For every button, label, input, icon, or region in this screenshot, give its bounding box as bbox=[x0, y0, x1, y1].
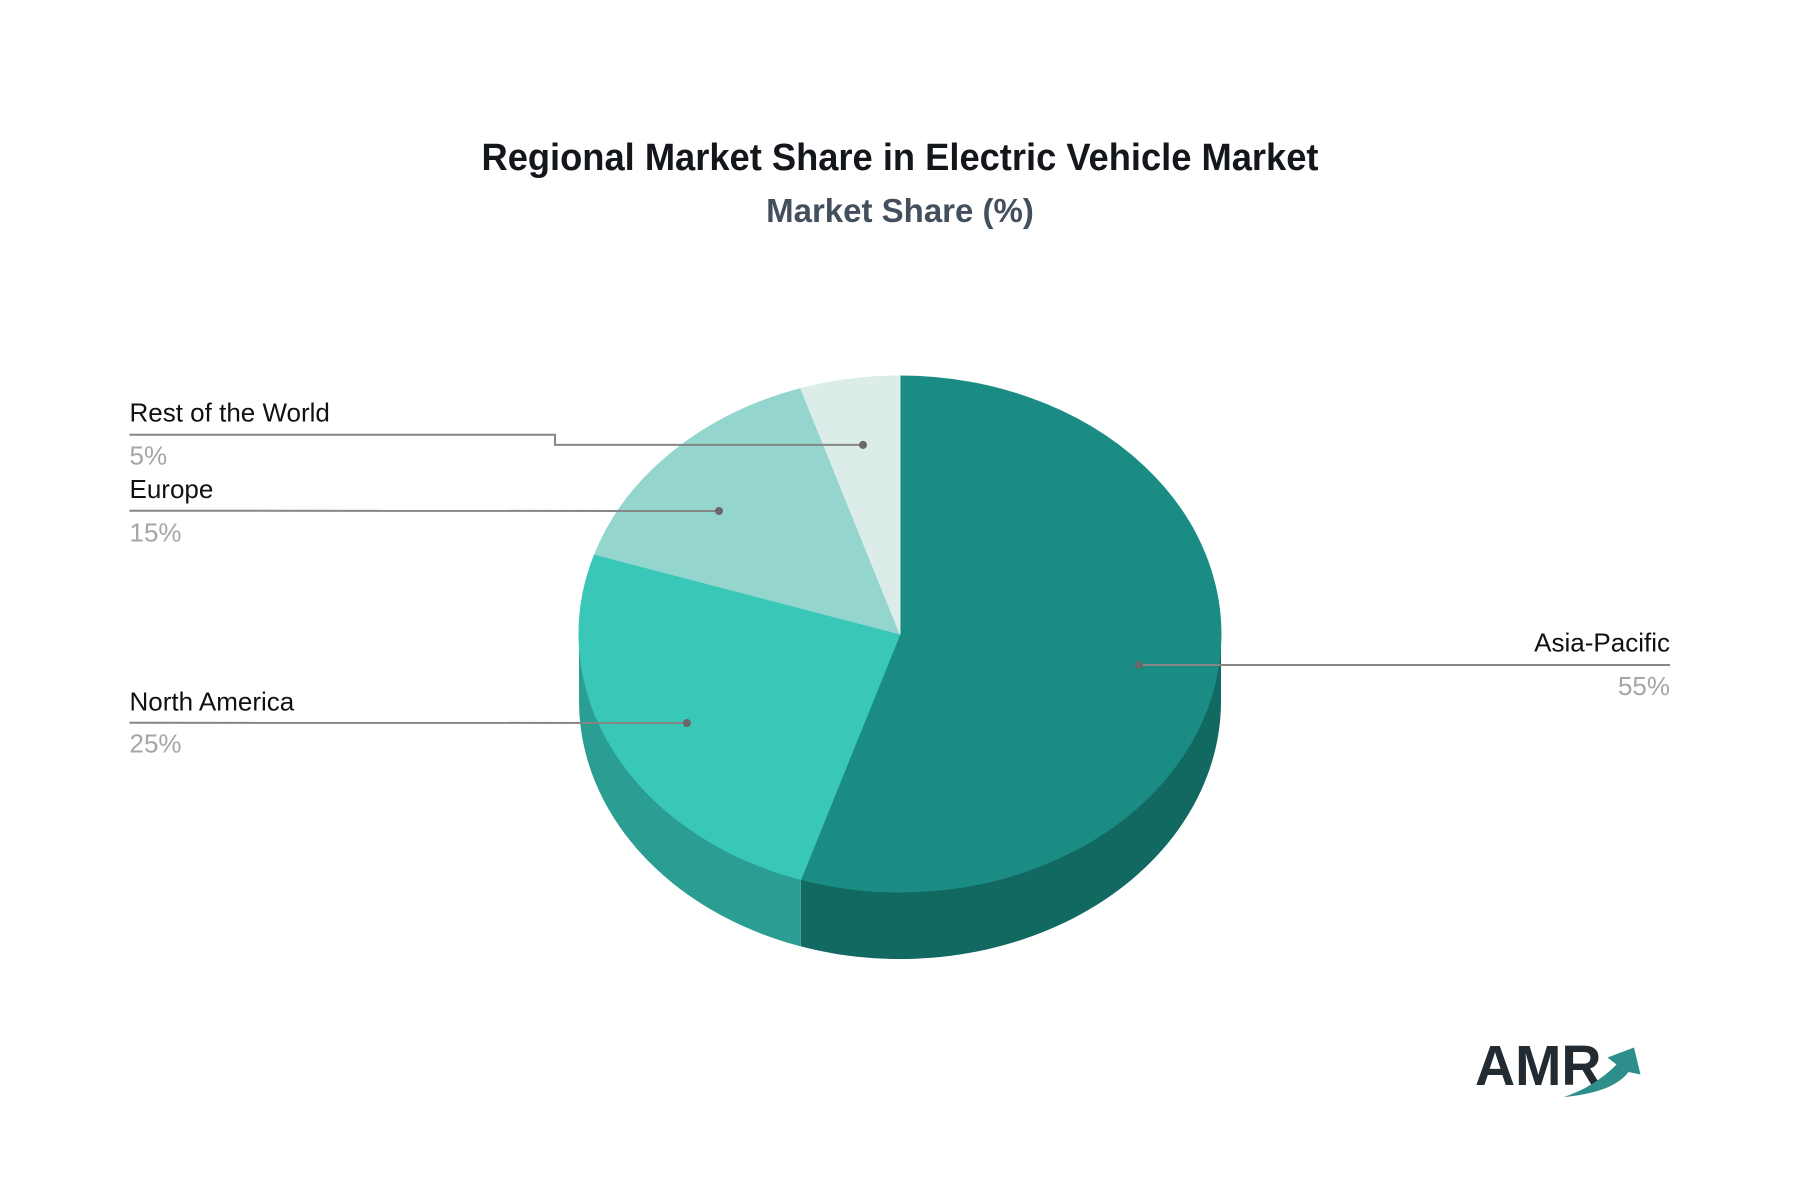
svg-text:North America: North America bbox=[130, 687, 295, 717]
svg-text:15%: 15% bbox=[130, 518, 182, 548]
svg-text:AMR: AMR bbox=[1475, 1034, 1602, 1098]
svg-text:Market Share (%): Market Share (%) bbox=[766, 192, 1034, 229]
svg-text:55%: 55% bbox=[1618, 671, 1670, 701]
svg-text:Rest of the World: Rest of the World bbox=[130, 398, 330, 428]
svg-text:Regional Market Share in Elect: Regional Market Share in Electric Vehicl… bbox=[482, 137, 1319, 179]
svg-text:Asia-Pacific: Asia-Pacific bbox=[1534, 627, 1670, 657]
svg-text:25%: 25% bbox=[130, 728, 182, 758]
svg-text:5%: 5% bbox=[130, 441, 168, 471]
svg-text:Europe: Europe bbox=[130, 474, 214, 504]
